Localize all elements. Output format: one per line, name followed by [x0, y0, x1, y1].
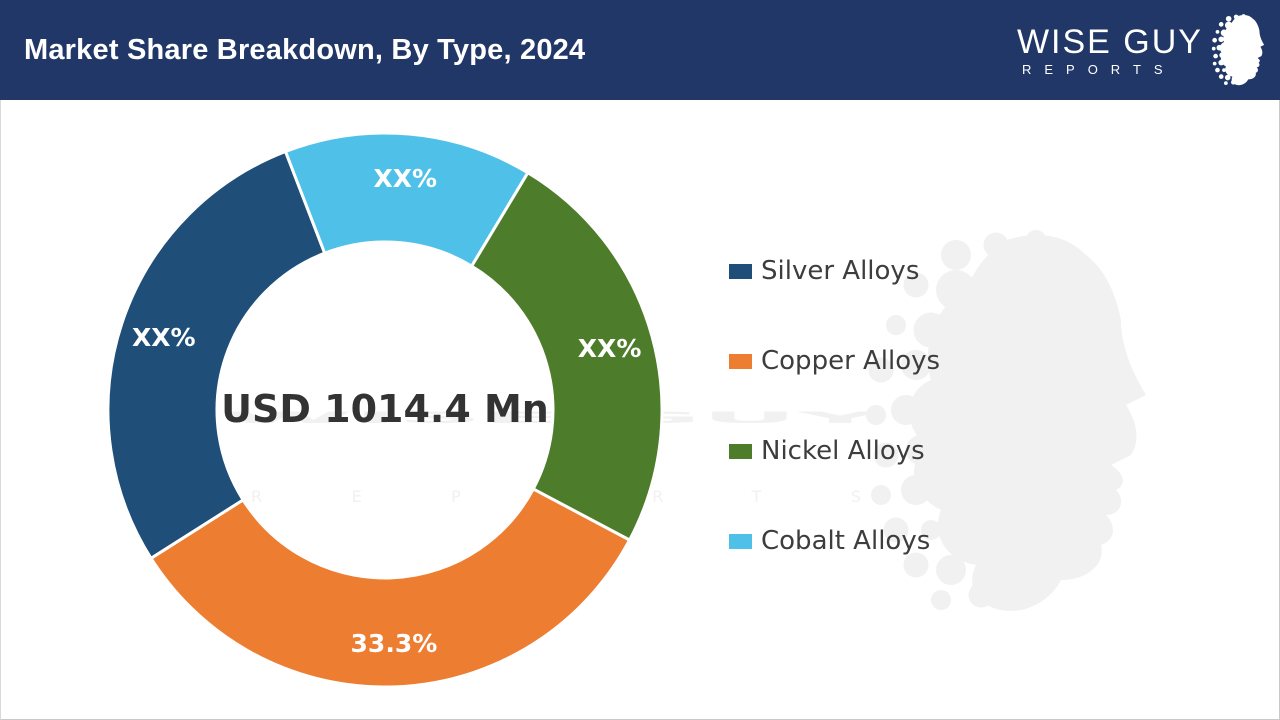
header: Market Share Breakdown, By Type, 2024 WI… — [0, 0, 1280, 100]
segment-value-label: XX% — [373, 164, 437, 193]
segment-value-label: 33.3% — [351, 629, 438, 658]
legend-item-nickel-alloys[interactable]: Nickel Alloys — [729, 438, 940, 464]
legend-label-copper: Copper Alloys — [761, 346, 941, 376]
segment-value-label: XX% — [578, 334, 642, 363]
legend-item-cobalt-alloys[interactable]: Cobalt Alloys — [729, 528, 940, 554]
donut-segment-nickel-alloys[interactable] — [469, 170, 664, 543]
legend: Silver Alloys Copper Alloys Nickel Alloy… — [729, 258, 940, 554]
donut-segment-silver-alloys[interactable] — [106, 149, 327, 561]
legend-swatch-copper — [729, 353, 752, 369]
donut-segment-copper-alloys[interactable] — [148, 486, 632, 689]
logo-subtitle: REPORTS — [1021, 61, 1176, 77]
donut-center-value: USD 1014.4 Mn — [221, 387, 549, 431]
legend-label-nickel: Nickel Alloys — [761, 436, 925, 466]
chart-area: WISE GUY REPORTS 33.3%XX%XX%XX% USD 1014… — [0, 100, 1280, 720]
legend-swatch-nickel — [729, 443, 752, 459]
segment-value-label: XX% — [132, 323, 196, 352]
donut-chart: 33.3% XX% XX% XX% USD 1014.4 Mn — [106, 131, 664, 689]
legend-item-silver-alloys[interactable]: Silver Alloys — [729, 258, 940, 284]
logo-wordmark: WISE GUY REPORTS — [1017, 25, 1203, 76]
legend-swatch-cobalt — [729, 533, 752, 549]
logo-face-icon — [1211, 13, 1265, 85]
brand-logo: WISE GUY REPORTS — [1017, 13, 1266, 88]
page-title: Market Share Breakdown, By Type, 2024 — [24, 33, 586, 66]
legend-item-copper-alloys[interactable]: Copper Alloys — [729, 348, 940, 374]
legend-swatch-silver — [729, 263, 752, 279]
legend-label-cobalt: Cobalt Alloys — [761, 526, 931, 556]
logo-name: WISE GUY — [1016, 22, 1203, 61]
legend-label-silver: Silver Alloys — [761, 256, 920, 286]
